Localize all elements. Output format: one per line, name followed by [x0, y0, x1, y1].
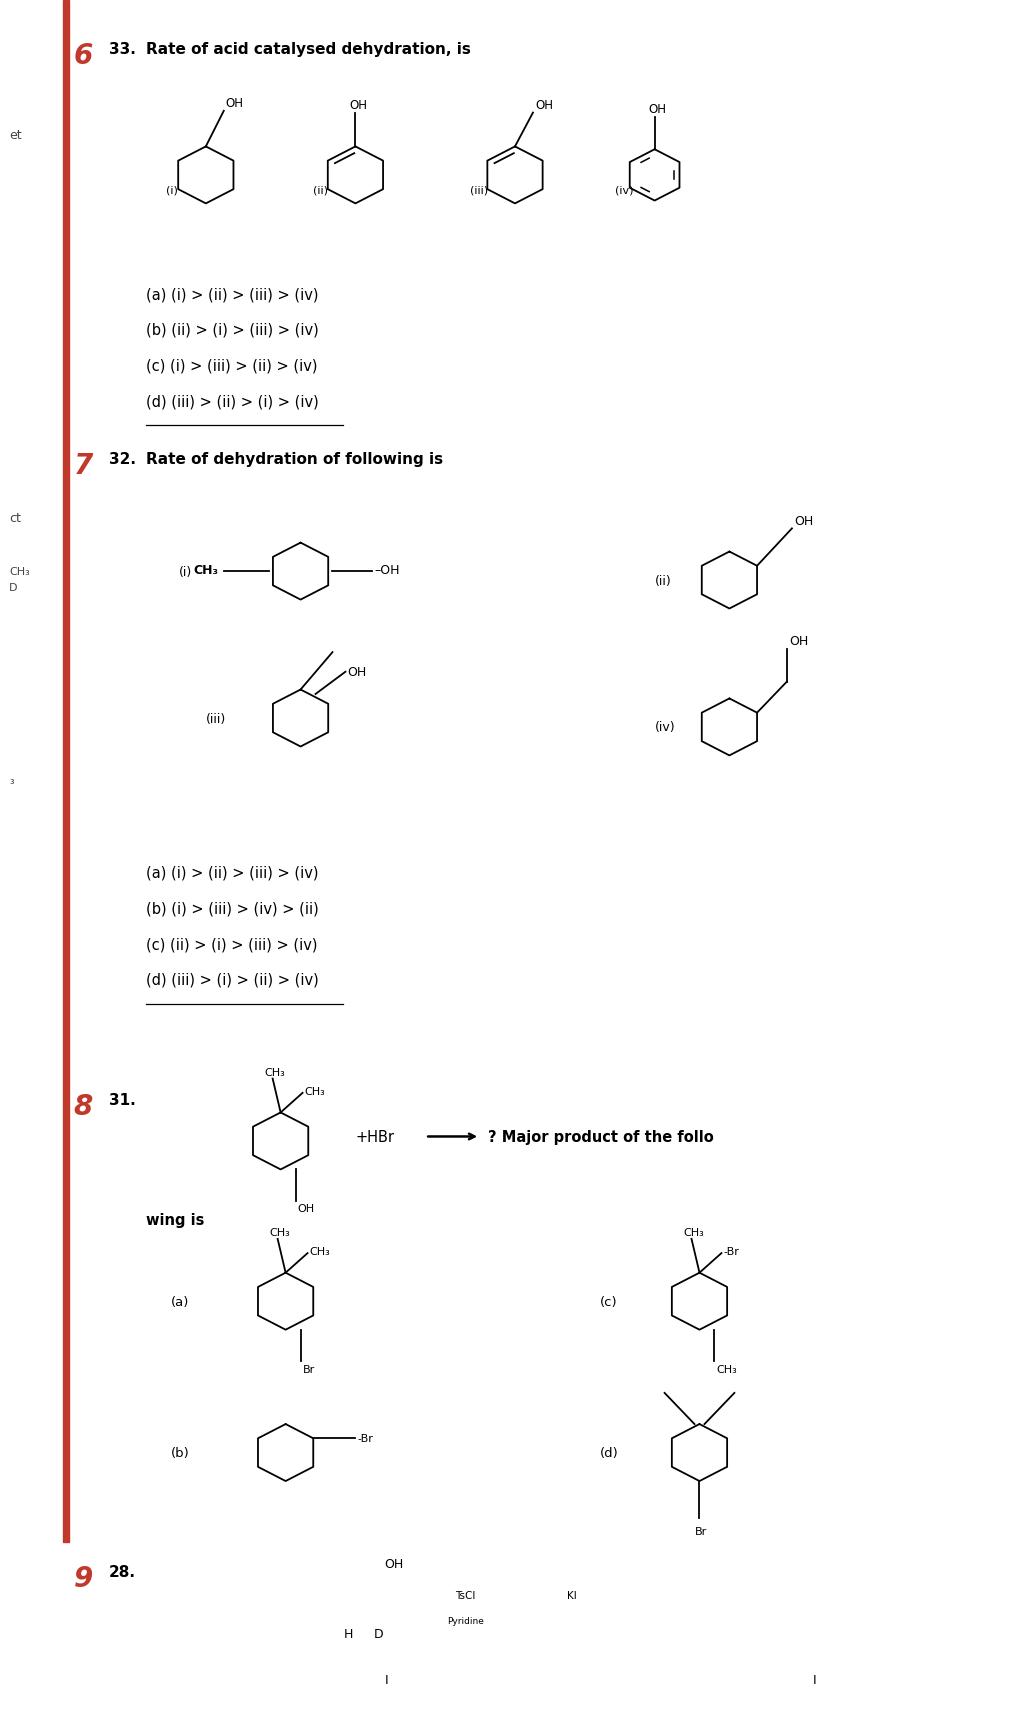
Text: (d): (d)	[600, 1446, 618, 1458]
Text: CH₃: CH₃	[683, 1227, 703, 1237]
Text: OH: OH	[384, 1557, 403, 1571]
Text: CH₃: CH₃	[717, 1363, 737, 1374]
Text: (i): (i)	[179, 566, 193, 578]
Text: OH: OH	[347, 666, 367, 678]
Text: 6: 6	[74, 42, 93, 71]
Text: Pyridine: Pyridine	[446, 1616, 483, 1626]
Text: CH₃: CH₃	[309, 1247, 331, 1256]
Text: -Br: -Br	[723, 1247, 739, 1256]
Text: I: I	[384, 1673, 388, 1685]
Text: OH: OH	[794, 514, 813, 528]
Text: OH: OH	[648, 104, 667, 116]
Text: Br: Br	[695, 1526, 708, 1536]
Text: (d) (iii) > (ii) > (i) > (iv): (d) (iii) > (ii) > (i) > (iv)	[146, 394, 318, 408]
Text: CH₃: CH₃	[264, 1067, 285, 1078]
Text: D: D	[374, 1628, 383, 1640]
Text: +HBr: +HBr	[355, 1130, 394, 1144]
Text: (b): (b)	[171, 1446, 189, 1458]
Text: (iii): (iii)	[206, 713, 226, 725]
Text: Rate of acid catalysed dehydration, is: Rate of acid catalysed dehydration, is	[146, 42, 471, 57]
Text: ? Major product of the follo: ? Major product of the follo	[488, 1130, 714, 1144]
Text: (d) (iii) > (i) > (ii) > (iv): (d) (iii) > (i) > (ii) > (iv)	[146, 972, 318, 988]
Text: ₃: ₃	[9, 775, 14, 785]
Text: (c) (i) > (iii) > (ii) > (iv): (c) (i) > (iii) > (ii) > (iv)	[146, 358, 317, 374]
Text: (i): (i)	[166, 185, 178, 195]
Text: TsCl: TsCl	[455, 1590, 475, 1600]
Text: (b) (i) > (iii) > (iv) > (ii): (b) (i) > (iii) > (iv) > (ii)	[146, 901, 318, 915]
Text: 7: 7	[74, 452, 93, 479]
Text: CH₃: CH₃	[269, 1227, 290, 1237]
Text: Rate of dehydration of following is: Rate of dehydration of following is	[146, 452, 443, 467]
Text: CH₃: CH₃	[194, 564, 219, 576]
Text: I: I	[813, 1673, 817, 1685]
Text: -Br: -Br	[357, 1434, 373, 1443]
Text: 32.: 32.	[110, 452, 136, 467]
Text: 8: 8	[74, 1092, 93, 1121]
Text: (a): (a)	[171, 1296, 189, 1308]
Text: (a) (i) > (ii) > (iii) > (iv): (a) (i) > (ii) > (iii) > (iv)	[146, 865, 318, 881]
Text: OH: OH	[788, 635, 808, 647]
Text: 31.: 31.	[110, 1092, 136, 1107]
Text: 9: 9	[74, 1564, 93, 1592]
Text: (c) (ii) > (i) > (iii) > (iv): (c) (ii) > (i) > (iii) > (iv)	[146, 936, 317, 952]
Text: ct: ct	[9, 512, 22, 524]
Text: et: et	[9, 130, 22, 142]
Text: (iv): (iv)	[614, 185, 633, 195]
Text: D: D	[9, 583, 17, 593]
Text: 28.: 28.	[110, 1564, 136, 1579]
Text: (a) (i) > (ii) > (iii) > (iv): (a) (i) > (ii) > (iii) > (iv)	[146, 287, 318, 303]
Text: –OH: –OH	[375, 564, 400, 576]
Text: Br: Br	[302, 1363, 314, 1374]
Text: 33.: 33.	[110, 42, 136, 57]
Text: (iii): (iii)	[470, 185, 488, 195]
Text: OH: OH	[349, 99, 368, 112]
Text: CH₃: CH₃	[9, 567, 30, 576]
Text: wing is: wing is	[146, 1213, 205, 1228]
Bar	[63, 2, 69, 1541]
Text: CH₃: CH₃	[304, 1086, 326, 1097]
Text: (c): (c)	[600, 1296, 617, 1308]
Text: (b) (ii) > (i) > (iii) > (iv): (b) (ii) > (i) > (iii) > (iv)	[146, 322, 318, 337]
Text: (ii): (ii)	[312, 185, 328, 195]
Text: (iv): (iv)	[654, 721, 675, 734]
Text: KI: KI	[567, 1590, 577, 1600]
Text: H: H	[344, 1628, 353, 1640]
Text: (ii): (ii)	[654, 574, 672, 586]
Text: OH: OH	[535, 99, 553, 112]
Text: OH: OH	[298, 1204, 314, 1213]
Text: OH: OH	[225, 97, 244, 111]
